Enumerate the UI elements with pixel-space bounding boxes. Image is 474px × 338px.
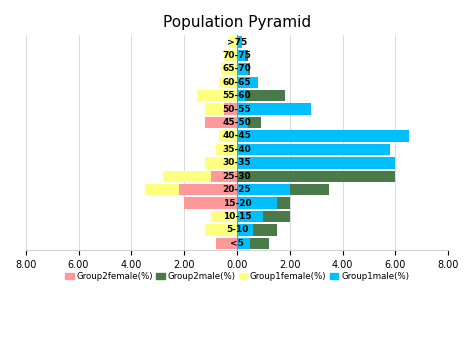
- Text: 45-50: 45-50: [223, 118, 251, 127]
- Bar: [237, 197, 290, 209]
- Bar: [216, 117, 237, 128]
- Bar: [237, 50, 247, 61]
- Bar: [197, 197, 237, 209]
- Title: Population Pyramid: Population Pyramid: [163, 15, 311, 30]
- Bar: [237, 90, 284, 101]
- Text: 5-10: 5-10: [226, 225, 248, 235]
- Text: 30-35: 30-35: [223, 158, 251, 167]
- Bar: [224, 103, 237, 115]
- Bar: [237, 238, 269, 249]
- Text: 25-30: 25-30: [223, 172, 251, 181]
- Bar: [237, 90, 245, 101]
- Text: <5: <5: [230, 239, 244, 248]
- Bar: [237, 157, 395, 169]
- Bar: [219, 77, 237, 88]
- Bar: [237, 184, 290, 195]
- Bar: [237, 238, 250, 249]
- Text: >75: >75: [227, 38, 247, 47]
- Bar: [237, 130, 277, 142]
- Bar: [205, 157, 237, 169]
- Text: 20-25: 20-25: [223, 185, 251, 194]
- Bar: [205, 103, 237, 115]
- Bar: [237, 211, 290, 222]
- Text: 10-15: 10-15: [223, 212, 251, 221]
- Bar: [237, 157, 303, 169]
- Text: 60-65: 60-65: [223, 78, 251, 87]
- Text: 65-70: 65-70: [223, 64, 251, 73]
- Bar: [237, 63, 247, 75]
- Bar: [205, 224, 237, 236]
- Text: 35-40: 35-40: [223, 145, 251, 154]
- Bar: [216, 144, 237, 155]
- Text: 70-75: 70-75: [223, 51, 251, 60]
- Bar: [237, 37, 242, 48]
- Bar: [237, 77, 258, 88]
- Bar: [216, 238, 237, 249]
- Bar: [237, 103, 264, 115]
- Bar: [145, 184, 237, 195]
- Text: 55-60: 55-60: [223, 91, 251, 100]
- Bar: [221, 63, 237, 75]
- Bar: [237, 224, 277, 236]
- Bar: [224, 50, 237, 61]
- Bar: [205, 117, 237, 128]
- Bar: [210, 171, 237, 182]
- Bar: [237, 224, 253, 236]
- Bar: [237, 144, 295, 155]
- Bar: [237, 171, 395, 182]
- Legend: Group2female(%), Group2male(%), Group1female(%), Group1male(%): Group2female(%), Group2male(%), Group1fe…: [62, 268, 412, 284]
- Bar: [237, 117, 261, 128]
- Bar: [237, 50, 245, 61]
- Text: 40-45: 40-45: [223, 131, 251, 141]
- Bar: [197, 90, 237, 101]
- Bar: [237, 130, 409, 142]
- Bar: [237, 103, 311, 115]
- Bar: [237, 37, 240, 48]
- Bar: [237, 63, 250, 75]
- Bar: [163, 171, 237, 182]
- Bar: [237, 117, 247, 128]
- Bar: [229, 37, 237, 48]
- Text: 15-20: 15-20: [223, 198, 251, 208]
- Bar: [184, 197, 237, 209]
- Bar: [237, 144, 390, 155]
- Bar: [237, 197, 277, 209]
- Bar: [237, 211, 264, 222]
- Bar: [237, 184, 329, 195]
- Bar: [237, 77, 250, 88]
- Text: 50-55: 50-55: [223, 105, 251, 114]
- Bar: [210, 211, 237, 222]
- Bar: [219, 130, 237, 142]
- Bar: [179, 184, 237, 195]
